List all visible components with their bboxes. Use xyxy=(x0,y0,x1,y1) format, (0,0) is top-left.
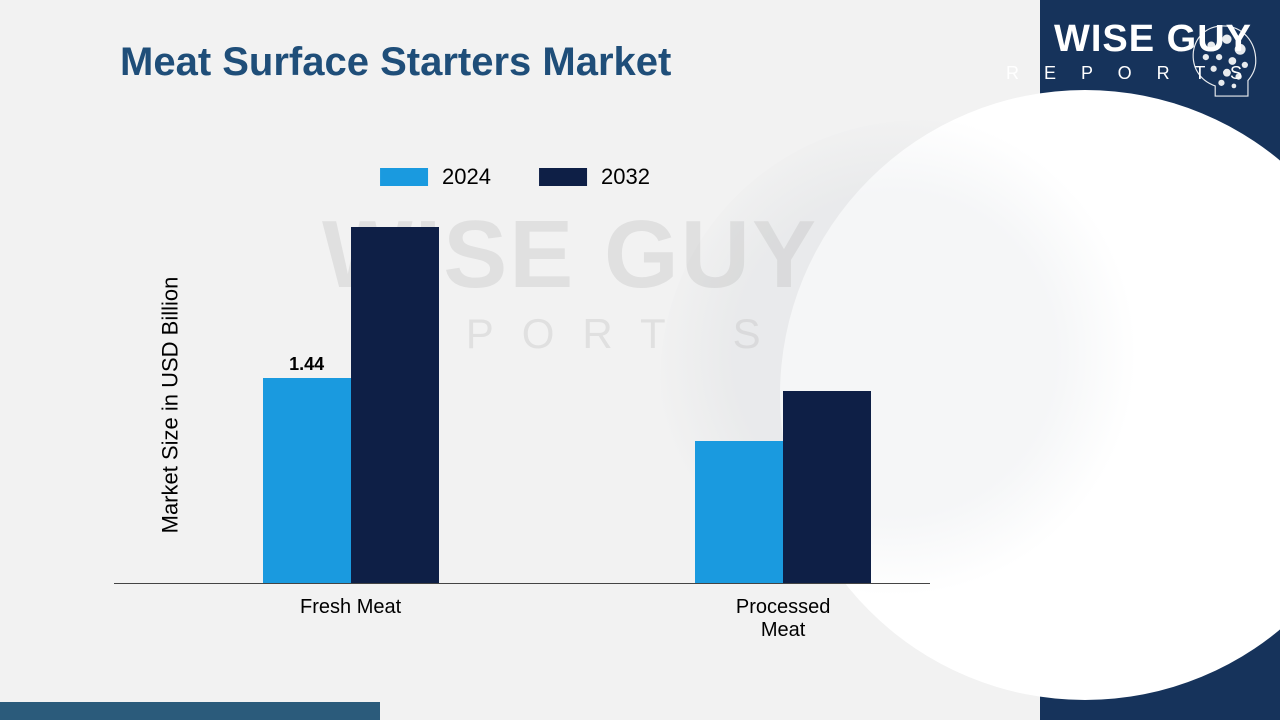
bar-group xyxy=(695,391,871,583)
bar xyxy=(695,441,783,583)
plot-area: 1.44 xyxy=(114,214,930,584)
bar-value-label: 1.44 xyxy=(289,354,324,375)
legend-swatch-2024 xyxy=(380,168,428,186)
x-axis-labels: Fresh Meat Processed Meat xyxy=(114,590,930,640)
legend-item-2032: 2032 xyxy=(539,164,650,190)
legend-item-2024: 2024 xyxy=(380,164,491,190)
brand-head-icon xyxy=(1184,22,1262,100)
bar-group: 1.44 xyxy=(263,227,439,583)
x-axis-label: Fresh Meat xyxy=(300,596,401,619)
bar: 1.44 xyxy=(263,378,351,583)
legend: 2024 2032 xyxy=(380,164,650,190)
legend-swatch-2032 xyxy=(539,168,587,186)
bar xyxy=(783,391,871,583)
legend-label-2024: 2024 xyxy=(442,164,491,190)
chart-title: Meat Surface Starters Market xyxy=(120,40,671,85)
legend-label-2032: 2032 xyxy=(601,164,650,190)
canvas: WISE GUY REPORT S Meat Surface Starters … xyxy=(0,0,1280,720)
bar xyxy=(351,227,439,583)
bar-chart: Market Size in USD Billion 2024 2032 1.4… xyxy=(100,170,930,640)
x-axis-label: Processed Meat xyxy=(736,596,831,642)
bottom-accent-bar xyxy=(0,702,380,720)
